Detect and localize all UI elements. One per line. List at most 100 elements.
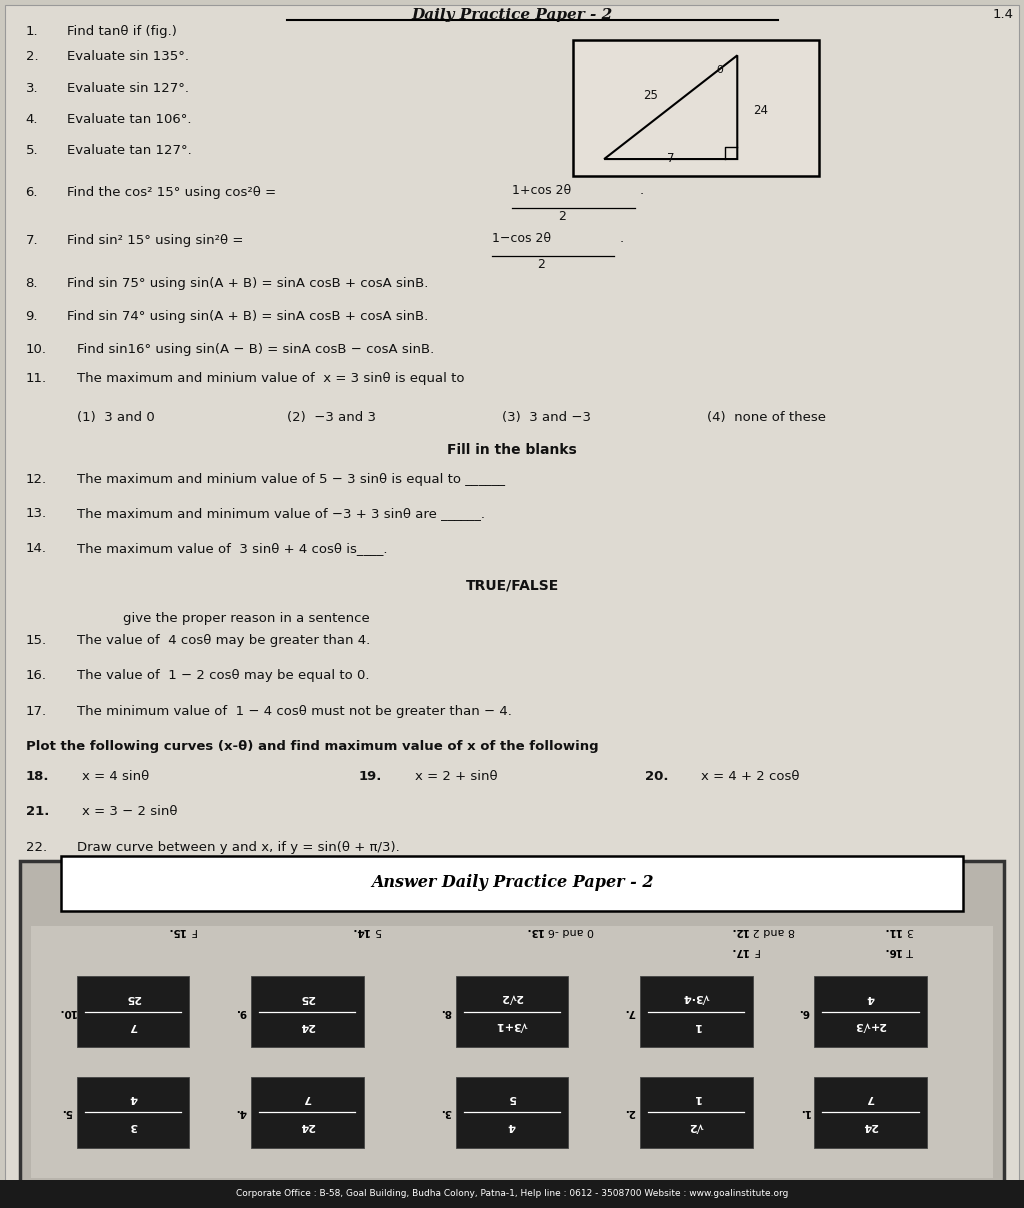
Text: 14.: 14. (350, 927, 369, 936)
Text: .: . (640, 184, 644, 197)
Text: 11.: 11. (26, 372, 47, 385)
Text: x = 4 + 2 cosθ: x = 4 + 2 cosθ (701, 771, 800, 783)
Text: 7: 7 (303, 1093, 311, 1103)
FancyBboxPatch shape (640, 1078, 753, 1148)
Text: The maximum and minimum value of −3 + 3 sinθ are ______.: The maximum and minimum value of −3 + 3 … (77, 507, 484, 521)
Text: The value of  1 − 2 cosθ may be equal to 0.: The value of 1 − 2 cosθ may be equal to … (77, 669, 370, 683)
Text: Fill in the blanks: Fill in the blanks (447, 443, 577, 457)
Text: 4: 4 (866, 993, 874, 1003)
Text: Plot the following curves (x-θ) and find maximum value of x of the following: Plot the following curves (x-θ) and find… (26, 739, 598, 753)
Text: 7.: 7. (26, 233, 38, 246)
Text: Daily Practice Paper - 2: Daily Practice Paper - 2 (412, 8, 612, 22)
Text: 24: 24 (753, 104, 768, 117)
Text: θ: θ (717, 65, 724, 75)
FancyBboxPatch shape (0, 1180, 1024, 1208)
FancyBboxPatch shape (77, 976, 189, 1047)
Text: Evaluate tan 106°.: Evaluate tan 106°. (67, 112, 191, 126)
Text: 17.: 17. (26, 704, 47, 718)
Text: 25: 25 (643, 89, 657, 103)
Text: The maximum and minium value of 5 − 3 sinθ is equal to ______: The maximum and minium value of 5 − 3 si… (77, 474, 505, 486)
Text: 1.: 1. (799, 1108, 809, 1117)
Text: 17.: 17. (729, 946, 748, 957)
Text: 11.: 11. (883, 927, 901, 936)
Text: Evaluate sin 127°.: Evaluate sin 127°. (67, 82, 188, 94)
FancyBboxPatch shape (573, 40, 819, 176)
Text: 6.: 6. (26, 186, 38, 199)
Text: 16.: 16. (883, 946, 901, 957)
Text: 9.: 9. (26, 310, 38, 323)
Text: 24: 24 (862, 1121, 879, 1132)
FancyBboxPatch shape (61, 855, 963, 911)
Text: The maximum and minium value of  x = 3 sinθ is equal to: The maximum and minium value of x = 3 si… (77, 372, 464, 385)
Text: 4.: 4. (234, 1108, 247, 1117)
Text: 5: 5 (508, 1093, 516, 1103)
Text: 3: 3 (129, 1121, 137, 1132)
Text: 10.: 10. (26, 343, 47, 356)
FancyBboxPatch shape (31, 927, 993, 1178)
Text: 13.: 13. (26, 507, 47, 521)
Text: x = 3 − 2 sinθ: x = 3 − 2 sinθ (82, 806, 177, 818)
Text: 2√2: 2√2 (501, 993, 523, 1003)
Text: 7.: 7. (624, 1006, 636, 1017)
Text: 13.: 13. (524, 927, 543, 936)
Text: √3+1: √3+1 (496, 1021, 528, 1030)
Text: x = 2 + sinθ: x = 2 + sinθ (415, 771, 498, 783)
Text: (1)  3 and 0: (1) 3 and 0 (77, 411, 155, 424)
Text: 24: 24 (299, 1021, 315, 1030)
Text: 9.: 9. (236, 1006, 246, 1017)
Text: 1.: 1. (26, 25, 38, 39)
FancyBboxPatch shape (640, 976, 753, 1047)
Text: .: . (620, 232, 624, 244)
Text: 5.: 5. (26, 144, 38, 157)
Text: 21.: 21. (26, 806, 49, 818)
Text: Answer Daily Practice Paper - 2: Answer Daily Practice Paper - 2 (371, 875, 653, 892)
Text: F: F (189, 927, 196, 936)
FancyBboxPatch shape (814, 976, 927, 1047)
Text: 6.: 6. (799, 1006, 809, 1017)
FancyBboxPatch shape (5, 5, 1019, 1203)
Text: √3·4: √3·4 (683, 993, 710, 1003)
Text: (3)  3 and −3: (3) 3 and −3 (502, 411, 591, 424)
Text: 15.: 15. (166, 927, 184, 936)
Text: 15.: 15. (26, 634, 47, 647)
Text: 7: 7 (129, 1021, 137, 1030)
FancyBboxPatch shape (251, 1078, 364, 1148)
Text: 24: 24 (299, 1121, 315, 1132)
Text: 1: 1 (692, 1093, 700, 1103)
FancyBboxPatch shape (251, 976, 364, 1047)
Text: Find sin 74° using sin(A + B) = sinA cosB + cosA sinB.: Find sin 74° using sin(A + B) = sinA cos… (67, 310, 428, 323)
Text: 7: 7 (866, 1093, 874, 1103)
Text: 3.: 3. (440, 1108, 451, 1117)
Text: 22.: 22. (26, 841, 47, 854)
Text: Draw curve between y and x, if y = sin(θ + π/3).: Draw curve between y and x, if y = sin(θ… (77, 841, 399, 854)
Text: 12.: 12. (26, 474, 47, 486)
Text: 8 and 2: 8 and 2 (753, 927, 795, 936)
Text: x = 4 sinθ: x = 4 sinθ (82, 771, 150, 783)
Text: 5: 5 (374, 927, 381, 936)
Text: 1: 1 (692, 1021, 700, 1030)
Text: Corporate Office : B-58, Goal Building, Budha Colony, Patna-1, Help line : 0612 : Corporate Office : B-58, Goal Building, … (236, 1190, 788, 1198)
Text: 4.: 4. (26, 112, 38, 126)
Text: 2.: 2. (26, 51, 38, 63)
Text: 18.: 18. (26, 771, 49, 783)
Text: The maximum value of  3 sinθ + 4 cosθ is____.: The maximum value of 3 sinθ + 4 cosθ is_… (77, 541, 387, 554)
Text: Find sin 75° using sin(A + B) = sinA cosB + cosA sinB.: Find sin 75° using sin(A + B) = sinA cos… (67, 277, 428, 290)
Text: give the proper reason in a sentence: give the proper reason in a sentence (123, 612, 370, 625)
Text: 25: 25 (299, 993, 315, 1003)
Text: 3: 3 (906, 927, 913, 936)
FancyBboxPatch shape (456, 1078, 568, 1148)
FancyBboxPatch shape (814, 1078, 927, 1148)
Text: 12.: 12. (729, 927, 748, 936)
Text: 4: 4 (129, 1093, 137, 1103)
Text: 25: 25 (125, 993, 141, 1003)
Text: 8.: 8. (440, 1006, 451, 1017)
Text: 14.: 14. (26, 541, 47, 554)
Text: The minimum value of  1 − 4 cosθ must not be greater than − 4.: The minimum value of 1 − 4 cosθ must not… (77, 704, 512, 718)
Text: 2+√3: 2+√3 (854, 1021, 887, 1030)
Text: 2.: 2. (625, 1108, 635, 1117)
Text: 3.: 3. (26, 82, 38, 94)
Text: The value of  4 cosθ may be greater than 4.: The value of 4 cosθ may be greater than … (77, 634, 370, 647)
Text: 8.: 8. (26, 277, 38, 290)
FancyBboxPatch shape (456, 976, 568, 1047)
Text: 1−cos 2θ: 1−cos 2θ (492, 232, 551, 244)
